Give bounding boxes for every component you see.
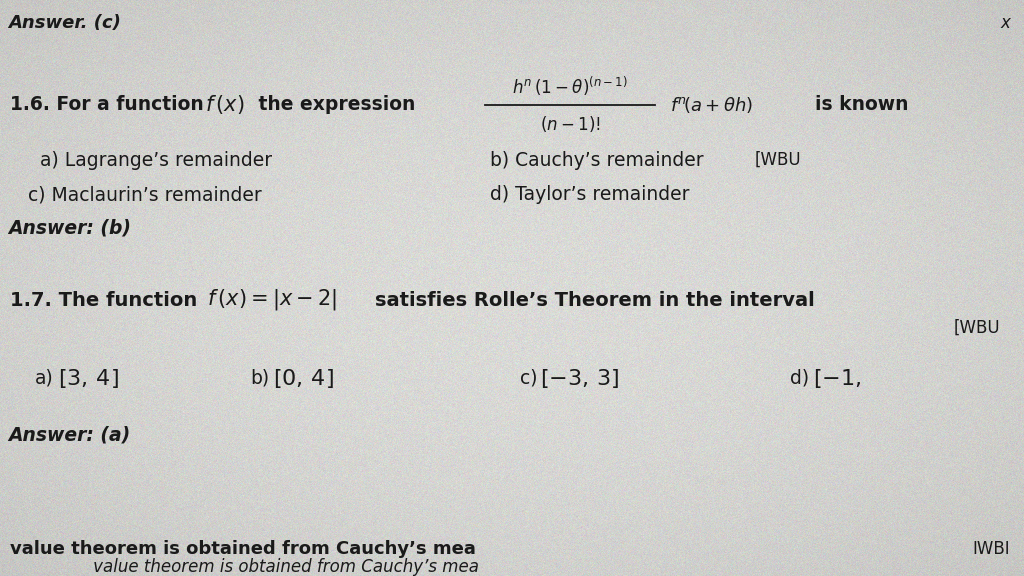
Text: the expression: the expression xyxy=(252,96,416,115)
Text: $[3,\,4]$: $[3,\,4]$ xyxy=(58,366,119,389)
Text: x: x xyxy=(1000,14,1010,32)
Text: 1.7. The function: 1.7. The function xyxy=(10,290,204,309)
Text: [WBU: [WBU xyxy=(953,319,1000,337)
Text: IWBI: IWBI xyxy=(973,540,1010,558)
Text: c): c) xyxy=(520,369,538,388)
Text: Answer. (c): Answer. (c) xyxy=(8,14,121,32)
Text: value theorem is obtained from Cauchy’s mea: value theorem is obtained from Cauchy’s … xyxy=(10,558,479,576)
Text: Answer: (b): Answer: (b) xyxy=(8,218,131,237)
Text: a): a) xyxy=(35,369,53,388)
Text: Answer: (a): Answer: (a) xyxy=(8,426,130,445)
Text: a) Lagrange’s remainder: a) Lagrange’s remainder xyxy=(40,150,272,169)
Text: $f^n\!(a+\theta h)$: $f^n\!(a+\theta h)$ xyxy=(670,95,754,115)
Text: $[0,\,4]$: $[0,\,4]$ xyxy=(273,366,334,389)
Text: $f\,(x)$: $f\,(x)$ xyxy=(205,93,245,116)
Text: $[-3,\,3]$: $[-3,\,3]$ xyxy=(540,366,620,389)
Text: d) Taylor’s remainder: d) Taylor’s remainder xyxy=(490,185,689,204)
Text: $h^n\,(1-\theta)^{(n-1)}$: $h^n\,(1-\theta)^{(n-1)}$ xyxy=(512,74,628,97)
Text: $(n-1)!$: $(n-1)!$ xyxy=(540,114,600,134)
Text: b): b) xyxy=(250,369,269,388)
Text: [WBU: [WBU xyxy=(755,151,802,169)
Text: value theorem is obtained from Cauchy’s mea: value theorem is obtained from Cauchy’s … xyxy=(10,540,476,558)
Text: $[-1,$: $[-1,$ xyxy=(813,366,861,389)
Text: satisfies Rolle’s Theorem in the interval: satisfies Rolle’s Theorem in the interva… xyxy=(375,290,815,309)
Text: d): d) xyxy=(790,369,809,388)
Text: $f\,(x)=|x-2|$: $f\,(x)=|x-2|$ xyxy=(207,287,337,313)
Text: is known: is known xyxy=(815,96,908,115)
Text: 1.6. For a function: 1.6. For a function xyxy=(10,96,210,115)
Text: c) Maclaurin’s remainder: c) Maclaurin’s remainder xyxy=(28,185,262,204)
Text: b) Cauchy’s remainder: b) Cauchy’s remainder xyxy=(490,150,703,169)
